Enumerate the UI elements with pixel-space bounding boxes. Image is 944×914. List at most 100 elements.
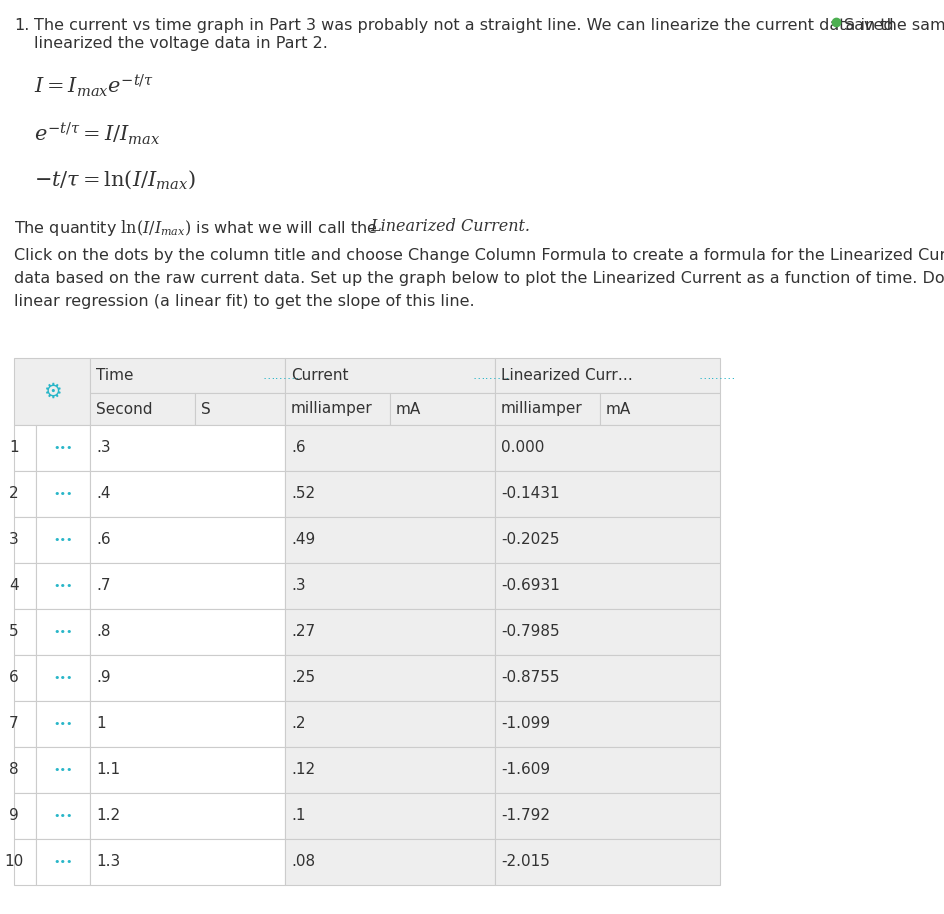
Bar bbox=[90, 747, 285, 793]
Bar bbox=[14, 425, 36, 471]
Text: $e^{-t/\tau} = I/I_{max}$: $e^{-t/\tau} = I/I_{max}$ bbox=[34, 120, 160, 146]
Bar bbox=[90, 655, 285, 701]
Text: .52: .52 bbox=[291, 486, 315, 502]
Text: 1.2: 1.2 bbox=[96, 809, 120, 824]
Text: 3: 3 bbox=[9, 533, 19, 547]
Text: Saved: Saved bbox=[844, 18, 894, 33]
Bar bbox=[285, 655, 495, 701]
Bar bbox=[285, 747, 495, 793]
Bar bbox=[285, 609, 495, 655]
Text: .12: .12 bbox=[291, 762, 315, 778]
Text: ………: ……… bbox=[698, 369, 735, 382]
Bar bbox=[36, 609, 90, 655]
Text: .8: .8 bbox=[96, 624, 110, 640]
Text: 5: 5 bbox=[9, 624, 19, 640]
Text: mA: mA bbox=[396, 401, 421, 417]
Bar bbox=[90, 563, 285, 609]
Text: .3: .3 bbox=[291, 579, 306, 593]
Bar bbox=[495, 471, 720, 517]
Text: -1.609: -1.609 bbox=[501, 762, 550, 778]
Text: linearized the voltage data in Part 2.: linearized the voltage data in Part 2. bbox=[34, 36, 328, 51]
Text: .27: .27 bbox=[291, 624, 315, 640]
Bar bbox=[14, 655, 36, 701]
Text: •••: ••• bbox=[53, 535, 73, 545]
Text: .7: .7 bbox=[96, 579, 110, 593]
Text: •••: ••• bbox=[53, 673, 73, 683]
Bar bbox=[14, 839, 36, 885]
Bar bbox=[495, 609, 720, 655]
Bar bbox=[14, 609, 36, 655]
Text: 4: 4 bbox=[9, 579, 19, 593]
Text: Current: Current bbox=[291, 368, 348, 383]
Bar bbox=[285, 839, 495, 885]
Bar bbox=[14, 358, 90, 425]
Text: .1: .1 bbox=[291, 809, 306, 824]
Text: Click on the dots by the column title and choose Change Column Formula to create: Click on the dots by the column title an… bbox=[14, 248, 944, 309]
Text: ………: ……… bbox=[263, 369, 300, 382]
Bar bbox=[495, 839, 720, 885]
Bar bbox=[285, 471, 495, 517]
Bar bbox=[14, 701, 36, 747]
Bar bbox=[495, 701, 720, 747]
Text: .9: .9 bbox=[96, 671, 110, 686]
Bar bbox=[495, 793, 720, 839]
Text: .25: .25 bbox=[291, 671, 315, 686]
Text: -0.7985: -0.7985 bbox=[501, 624, 560, 640]
Bar bbox=[285, 563, 495, 609]
Text: Second: Second bbox=[96, 401, 153, 417]
Text: -0.2025: -0.2025 bbox=[501, 533, 560, 547]
Bar bbox=[285, 425, 495, 471]
Bar bbox=[14, 747, 36, 793]
Text: •••: ••• bbox=[53, 627, 73, 637]
Bar bbox=[495, 747, 720, 793]
Bar bbox=[90, 425, 285, 471]
Bar bbox=[14, 517, 36, 563]
Bar bbox=[90, 609, 285, 655]
Text: 0.000: 0.000 bbox=[501, 441, 545, 455]
Text: •••: ••• bbox=[53, 489, 73, 499]
Bar bbox=[14, 793, 36, 839]
Bar bbox=[90, 701, 285, 747]
Text: 1.3: 1.3 bbox=[96, 855, 120, 869]
Text: Time: Time bbox=[96, 368, 133, 383]
Text: 9: 9 bbox=[9, 809, 19, 824]
Bar bbox=[36, 563, 90, 609]
Bar bbox=[90, 517, 285, 563]
Bar bbox=[36, 701, 90, 747]
Text: -0.1431: -0.1431 bbox=[501, 486, 560, 502]
Text: 10: 10 bbox=[5, 855, 24, 869]
Text: 1: 1 bbox=[96, 717, 106, 731]
Bar bbox=[90, 839, 285, 885]
Bar bbox=[90, 393, 195, 425]
Bar bbox=[36, 793, 90, 839]
Text: -2.015: -2.015 bbox=[501, 855, 549, 869]
Bar bbox=[495, 425, 720, 471]
Text: $I = I_{max}e^{-t/\tau}$: $I = I_{max}e^{-t/\tau}$ bbox=[34, 72, 154, 99]
Text: •••: ••• bbox=[53, 581, 73, 591]
Bar bbox=[14, 563, 36, 609]
Bar bbox=[14, 471, 36, 517]
Bar bbox=[90, 793, 285, 839]
Text: milliamper: milliamper bbox=[291, 401, 373, 417]
Text: The current vs time graph in Part 3 was probably not a straight line. We can lin: The current vs time graph in Part 3 was … bbox=[34, 18, 944, 33]
Bar bbox=[495, 393, 600, 425]
Text: •••: ••• bbox=[53, 857, 73, 867]
Text: .08: .08 bbox=[291, 855, 315, 869]
Bar bbox=[90, 358, 285, 393]
Text: 8: 8 bbox=[9, 762, 19, 778]
Bar bbox=[195, 393, 285, 425]
Text: 7: 7 bbox=[9, 717, 19, 731]
Bar bbox=[285, 701, 495, 747]
Bar bbox=[36, 517, 90, 563]
Text: Linearized Current.: Linearized Current. bbox=[370, 218, 530, 235]
Text: -0.8755: -0.8755 bbox=[501, 671, 560, 686]
Text: 1.: 1. bbox=[14, 18, 29, 33]
Bar bbox=[600, 393, 720, 425]
Text: •••: ••• bbox=[53, 765, 73, 775]
Text: .2: .2 bbox=[291, 717, 306, 731]
Bar bbox=[495, 358, 720, 393]
Bar bbox=[390, 393, 495, 425]
Bar bbox=[495, 563, 720, 609]
Text: •••: ••• bbox=[53, 811, 73, 821]
Text: -1.792: -1.792 bbox=[501, 809, 550, 824]
